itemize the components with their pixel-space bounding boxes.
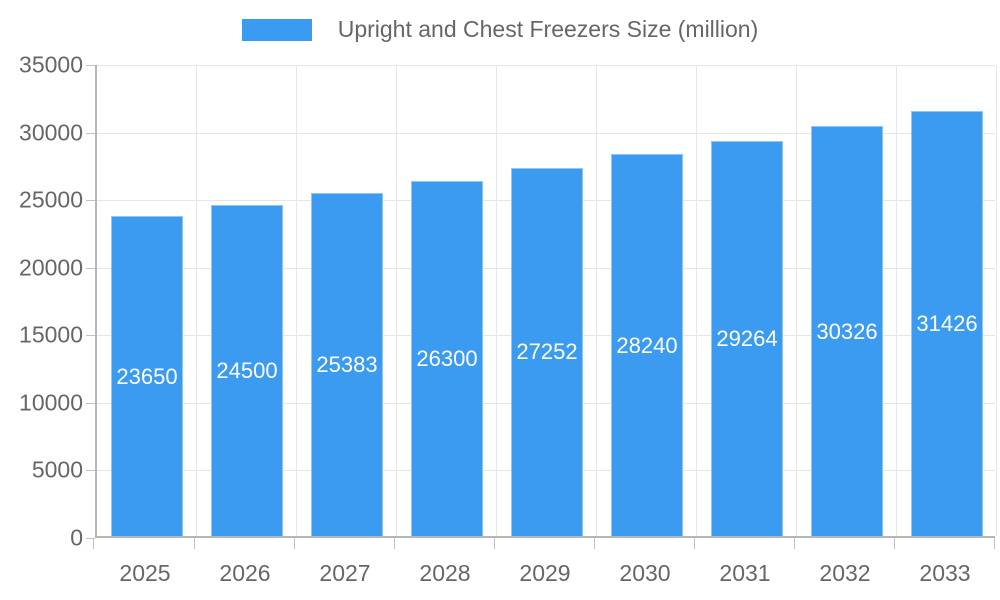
x-axis-label: 2029 [519,560,571,586]
bar-value-label: 24500 [216,357,278,383]
x-tick [894,538,895,549]
x-axis-label: 2032 [819,560,871,586]
y-axis-label: 0 [70,524,83,551]
y-tick [86,335,95,337]
legend[interactable]: Upright and Chest Freezers Size (million… [0,16,1000,43]
x-tick [794,538,795,549]
x-grid-line [396,65,397,536]
bar: 27252 [511,167,583,536]
x-axis-label: 2030 [619,560,671,586]
y-axis-label: 5000 [31,456,83,483]
bar: 26300 [411,180,483,536]
y-axis-label: 10000 [19,389,83,416]
y-axis-label: 35000 [19,51,83,78]
y-tick [86,470,95,472]
bar-value-label: 26300 [416,345,478,371]
bar-value-label: 30326 [816,318,878,344]
legend-swatch-icon [241,18,312,41]
y-tick [86,200,95,202]
x-axis-label: 2028 [419,560,471,586]
x-tick [93,538,94,549]
x-grid-line [996,65,997,536]
x-axis-label: 2026 [219,560,271,586]
y-tick [86,402,95,404]
x-grid-line [696,65,697,536]
x-tick [694,538,695,549]
bar-value-label: 23650 [116,363,178,389]
y-tick [86,65,95,66]
bar: 30326 [811,126,883,536]
x-tick [994,538,995,549]
bar: 24500 [211,204,283,536]
x-tick [494,538,495,549]
y-tick [86,132,95,134]
x-grid-line [296,65,297,536]
y-axis-label: 15000 [19,321,83,348]
bar: 25383 [311,192,383,536]
x-grid-line [196,65,197,536]
bar-value-label: 25383 [316,351,378,377]
bar-value-label: 29264 [716,325,778,351]
x-grid-line [796,65,797,536]
x-tick [594,538,595,549]
x-grid-line [896,65,897,536]
x-tick [394,538,395,549]
bar: 29264 [711,140,783,536]
plot-area: 23650 24500 25383 26300 27252 28240 29264 30326… [95,65,997,538]
bar: 28240 [611,154,683,536]
x-grid-line [596,65,597,536]
y-tick [86,538,95,539]
y-tick [86,267,95,269]
bar-value-label: 27252 [516,339,578,365]
bar-value-label: 28240 [616,332,678,358]
x-axis-label: 2033 [919,560,971,586]
x-tick [294,538,295,549]
y-axis-label: 25000 [19,186,83,213]
bar-value-label: 31426 [916,311,978,337]
legend-label: Upright and Chest Freezers Size (million… [337,16,759,42]
y-axis-label: 20000 [19,254,83,281]
x-axis-label: 2025 [119,560,171,586]
x-axis-label: 2027 [319,560,371,586]
y-grid-line [97,132,995,134]
y-axis-label: 30000 [19,119,83,146]
x-tick [194,538,195,549]
y-grid-line [97,65,995,66]
bar: 31426 [911,111,983,536]
bar: 23650 [111,216,183,536]
x-axis-label: 2031 [719,560,771,586]
x-grid-line [496,65,497,536]
